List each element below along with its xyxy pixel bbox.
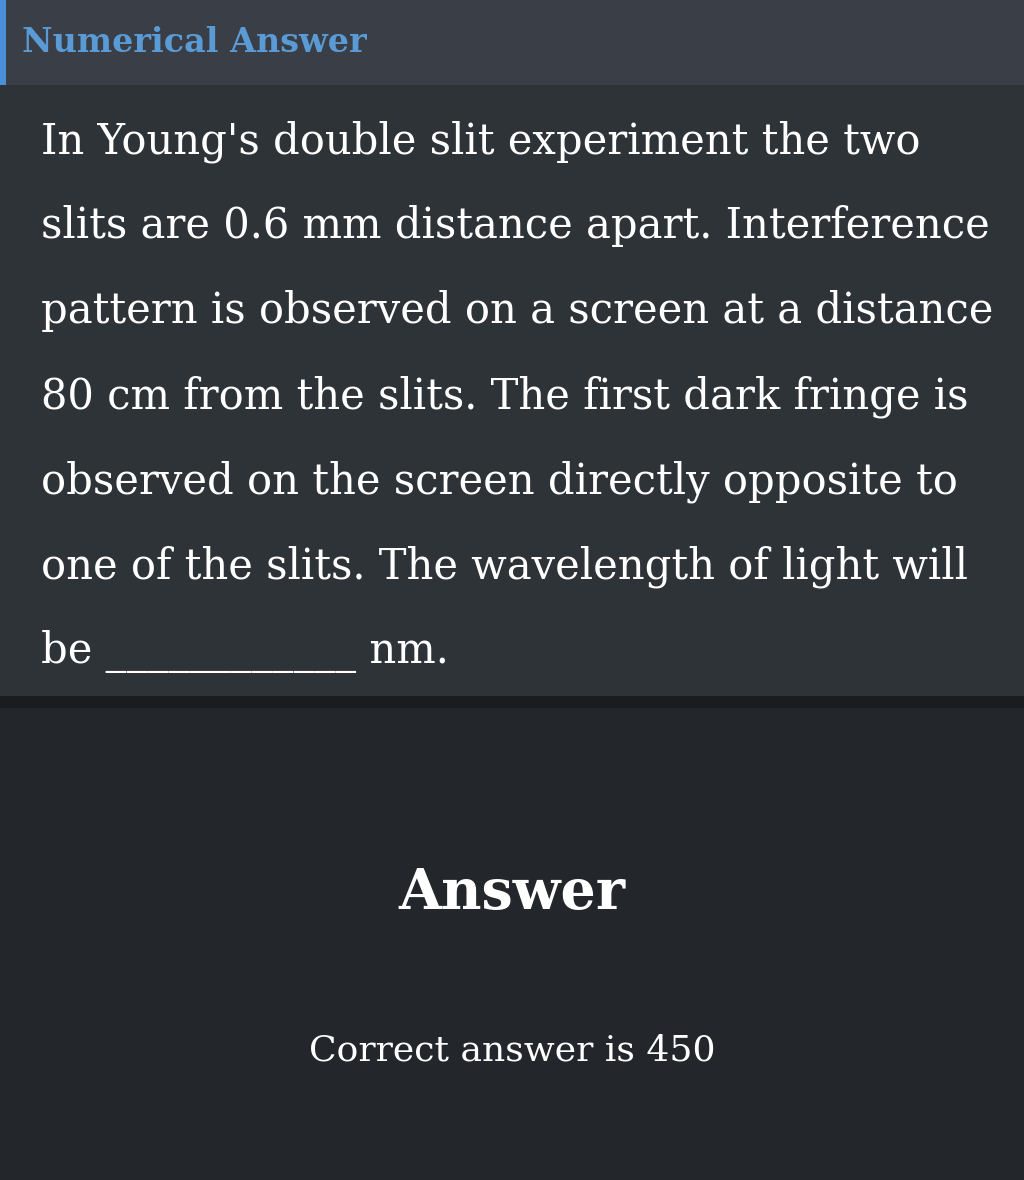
Text: observed on the screen directly opposite to: observed on the screen directly opposite… [41, 460, 957, 503]
FancyBboxPatch shape [0, 696, 1024, 708]
Text: one of the slits. The wavelength of light will: one of the slits. The wavelength of ligh… [41, 545, 968, 588]
Text: slits are 0.6 mm distance apart. Interference: slits are 0.6 mm distance apart. Interfe… [41, 205, 990, 248]
FancyBboxPatch shape [0, 708, 1024, 1180]
FancyBboxPatch shape [0, 0, 6, 85]
Text: Numerical Answer: Numerical Answer [22, 26, 367, 59]
Text: In Young's double slit experiment the two: In Young's double slit experiment the tw… [41, 120, 921, 163]
Text: pattern is observed on a screen at a distance: pattern is observed on a screen at a dis… [41, 290, 993, 333]
Text: 80 cm from the slits. The first dark fringe is: 80 cm from the slits. The first dark fri… [41, 375, 969, 418]
FancyBboxPatch shape [0, 0, 1024, 85]
Text: Correct answer is 450: Correct answer is 450 [309, 1034, 715, 1068]
Text: be ____________ nm.: be ____________ nm. [41, 630, 449, 673]
Text: Answer: Answer [398, 866, 626, 920]
